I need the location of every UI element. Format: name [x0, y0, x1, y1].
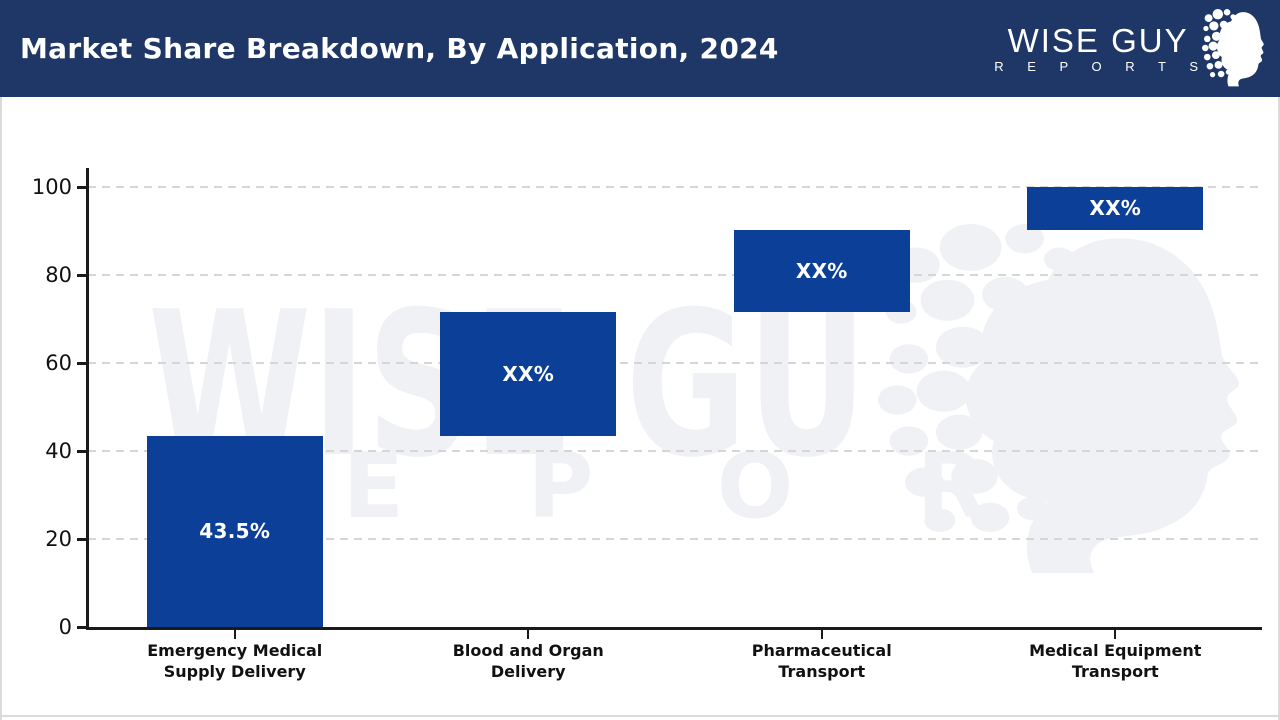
x-category-label-0: Emergency Medical Supply Delivery [147, 641, 323, 681]
x-tick-mark-3 [1114, 630, 1117, 639]
y-tick-label-0: 0 [58, 615, 72, 639]
y-tick-label-60: 60 [45, 351, 72, 375]
plot-area: 0 20 40 60 80 100 43.5% XX% XX% XX% Emergency Medi… [32, 168, 1262, 681]
x-axis-line [86, 627, 1262, 630]
gridline-80 [88, 274, 1262, 276]
brand-name: WISE GUY [1007, 21, 1189, 59]
bar-segment-0: 43.5% [146, 435, 323, 627]
y-tick-label-80: 80 [45, 263, 72, 287]
dotted-face-profile-icon [1202, 9, 1264, 87]
gridline-60 [88, 362, 1262, 364]
y-tick-label-20: 20 [45, 527, 72, 551]
y-tick-mark-0 [77, 625, 86, 629]
x-category-label-2: Pharmaceutical Transport [751, 641, 892, 681]
y-tick-mark-60 [77, 361, 86, 365]
page-right-border [1278, 97, 1280, 720]
bar-value-label-1: XX% [502, 361, 555, 386]
page-bottom-border [0, 715, 1280, 717]
y-tick-label-100: 100 [31, 175, 72, 199]
x-category-label-1: Blood and Organ Delivery [452, 641, 604, 681]
bar-segment-3: XX% [1027, 187, 1204, 230]
y-tick-mark-100 [77, 185, 86, 189]
x-tick-mark-0 [233, 630, 236, 639]
y-tick-mark-40 [77, 449, 86, 453]
page-left-border [0, 97, 2, 720]
watermark-face-icon [878, 224, 1240, 574]
x-tick-mark-1 [527, 630, 530, 639]
y-tick-mark-80 [77, 273, 86, 277]
x-tick-mark-2 [820, 630, 823, 639]
y-tick-label-40: 40 [45, 439, 72, 463]
y-tick-mark-20 [77, 537, 86, 541]
bar-value-label-0: 43.5% [199, 519, 271, 544]
x-category-label-3: Medical Equipment Transport [1029, 641, 1202, 681]
gridline-100 [88, 186, 1262, 188]
bar-value-label-3: XX% [1089, 196, 1142, 221]
header: Market Share Breakdown, By Application, … [0, 0, 1280, 97]
brand-logo: WISE GUY R E P O R T S [988, 9, 1268, 87]
bar-segment-2: XX% [733, 229, 910, 312]
brand-logo-text: WISE GUY R E P O R T S [988, 21, 1208, 74]
chart-title: Market Share Breakdown, By Application, … [20, 32, 779, 65]
y-axis-line [86, 168, 89, 630]
gridline-40 [88, 450, 1262, 452]
bar-value-label-2: XX% [795, 258, 848, 283]
gridline-20 [88, 538, 1262, 540]
brand-subtitle: R E P O R T S [994, 58, 1208, 74]
bar-segment-1: XX% [440, 311, 617, 436]
